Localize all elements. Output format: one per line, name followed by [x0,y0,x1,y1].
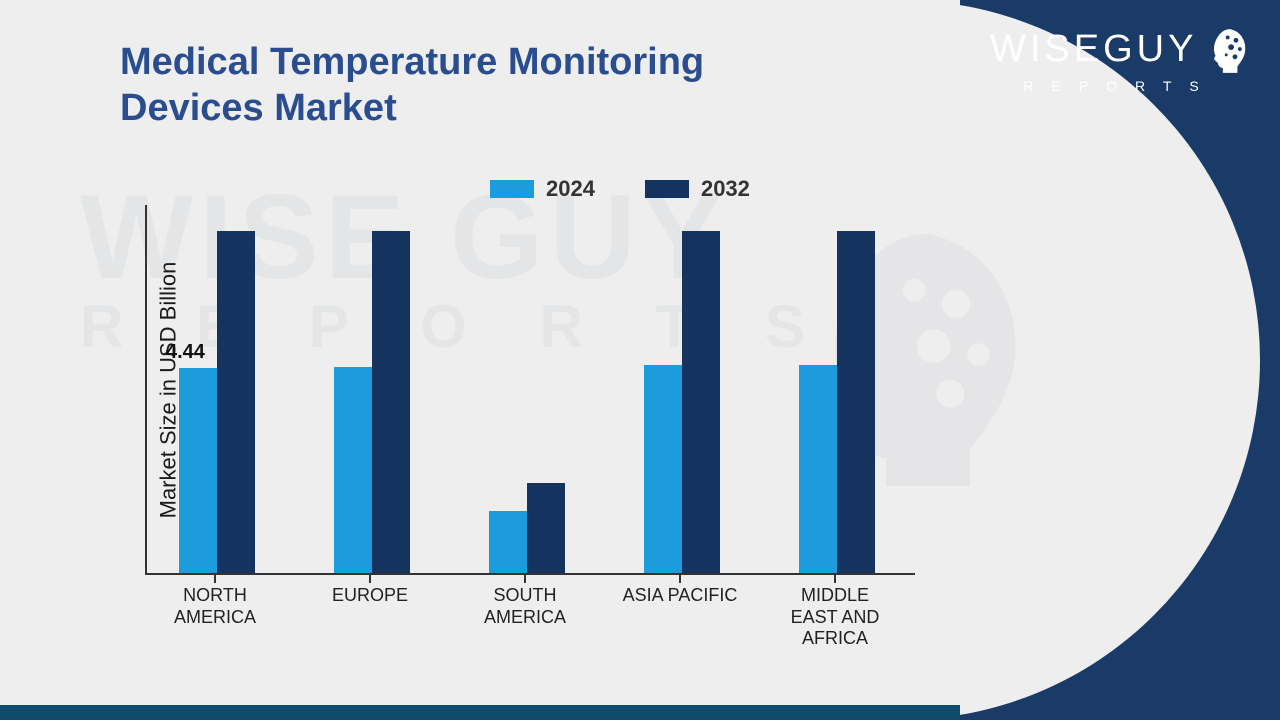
brand-head-icon [1201,26,1250,76]
chart-container: Market Size in USD Billion 4.44 NORTH AM… [90,175,920,605]
bar-2024 [489,511,527,573]
bar-2032 [372,231,410,573]
x-tick [679,575,681,583]
plot-area: 4.44 [145,205,915,575]
x-axis-label: ASIA PACIFIC [620,585,740,607]
bottom-accent-bar [0,705,960,720]
brand-logo: WISEGUY REPORTS [990,30,1250,94]
bar-group [482,483,572,573]
bar-group [327,231,417,573]
bar-group [637,231,727,573]
bar-2032 [837,231,875,573]
bar-group [172,231,262,573]
chart-title: Medical Temperature Monitoring Devices M… [120,40,760,131]
x-tick [524,575,526,583]
bar-2024 [644,365,682,573]
bar-2032 [682,231,720,573]
brand-subtitle: REPORTS [990,78,1250,94]
x-axis-label: MIDDLE EAST AND AFRICA [775,585,895,650]
bar-2032 [527,483,565,573]
x-axis-labels: NORTH AMERICA EUROPE SOUTH AMERICA ASIA PAC… [145,579,915,699]
bar-value-label: 4.44 [166,341,205,364]
x-tick [214,575,216,583]
bar-2024 [334,367,372,573]
bar-2024 [799,365,837,573]
bar-group [792,231,882,573]
x-axis-label: NORTH AMERICA [155,585,275,628]
x-axis-label: SOUTH AMERICA [465,585,585,628]
bar-2024 [179,368,217,573]
x-axis-label: EUROPE [310,585,430,607]
bar-2032 [217,231,255,573]
brand-name: WISEGUY [990,30,1197,68]
x-tick [369,575,371,583]
brand-logo-top: WISEGUY [990,30,1250,76]
x-tick [834,575,836,583]
